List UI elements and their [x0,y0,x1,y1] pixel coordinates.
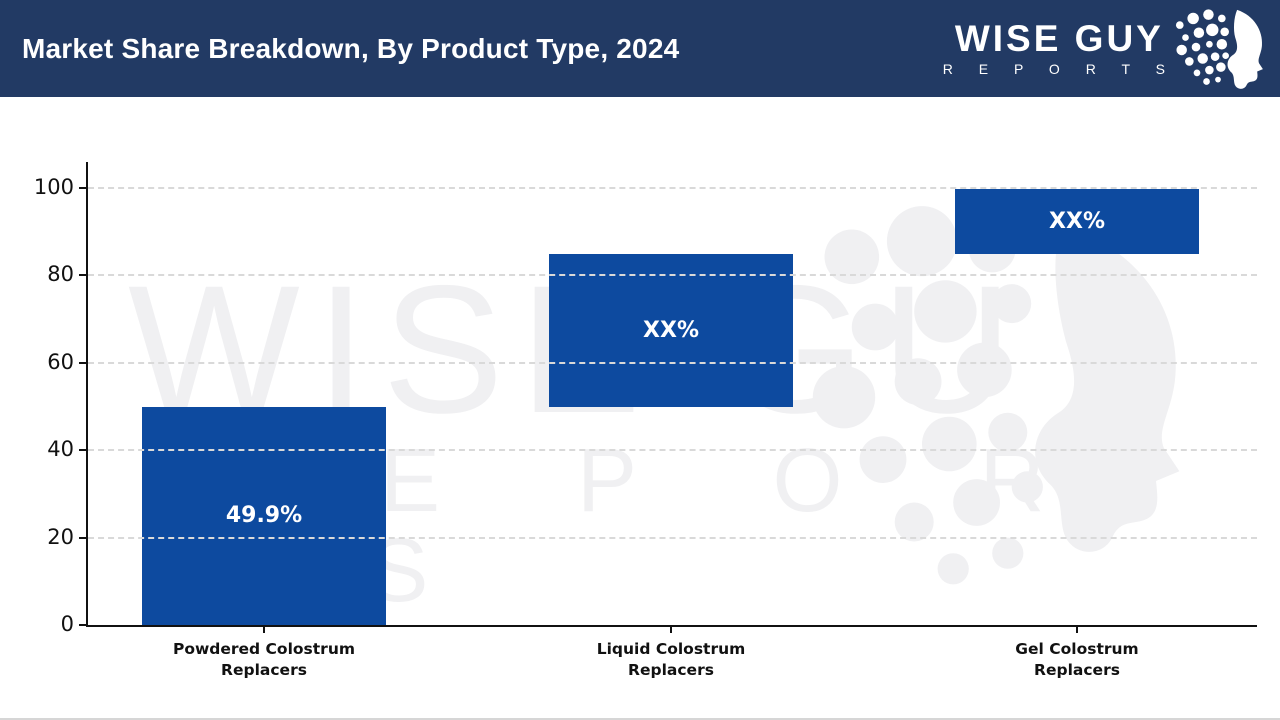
logo-subtitle: R E P O R T S [942,61,1176,77]
logo-text: WISE GUY R E P O R T S [943,20,1176,77]
page-title: Market Share Breakdown, By Product Type,… [22,32,680,64]
y-tick-label: 0 [60,612,74,636]
dotted-head-icon [1175,8,1263,89]
gridline [88,449,1257,452]
plot-area: 49.9% XX% XX% 0 20 40 60 80 100 Powdered Colostru… [0,97,1280,718]
bar-value-label: XX% [1049,208,1105,234]
bar-segment: 49.9% [142,406,386,625]
header-band: Market Share Breakdown, By Product Type,… [0,0,1280,97]
x-tick-mark [263,625,265,633]
y-tick-label: 80 [47,262,74,287]
x-axis-line [86,625,1257,627]
gridline [88,274,1257,277]
x-category-label: Gel Colostrum Replacers [1015,640,1139,679]
y-tick-mark [79,187,88,189]
logo-wordmark: WISE GUY [954,18,1164,59]
y-tick-label: 60 [47,349,74,374]
y-tick-mark [79,536,88,539]
y-tick-mark [79,274,88,277]
y-tick-mark [79,449,88,452]
y-tick-mark [79,361,88,364]
y-tick-label: 20 [47,524,74,549]
y-tick-label: 100 [33,175,74,199]
x-tick-mark [670,625,672,633]
y-tick-label: 40 [47,437,74,462]
x-category-label: Liquid Colostrum Replacers [596,640,746,679]
bar-value-label: XX% [643,317,699,343]
x-tick-mark [1076,625,1078,633]
y-axis-line [86,162,88,627]
bar-value-label: 49.9% [225,503,303,529]
y-tick-mark [79,624,88,626]
gridline [88,536,1257,539]
gridline [88,187,1257,189]
bar-segment: XX% [955,188,1199,254]
bar-segment: XX% [549,253,793,407]
wise-guy-reports-logo: WISE GUY R E P O R T S [943,6,1280,92]
gridline [88,361,1257,364]
x-category-label: Powdered Colostrum Replacers [172,640,356,679]
